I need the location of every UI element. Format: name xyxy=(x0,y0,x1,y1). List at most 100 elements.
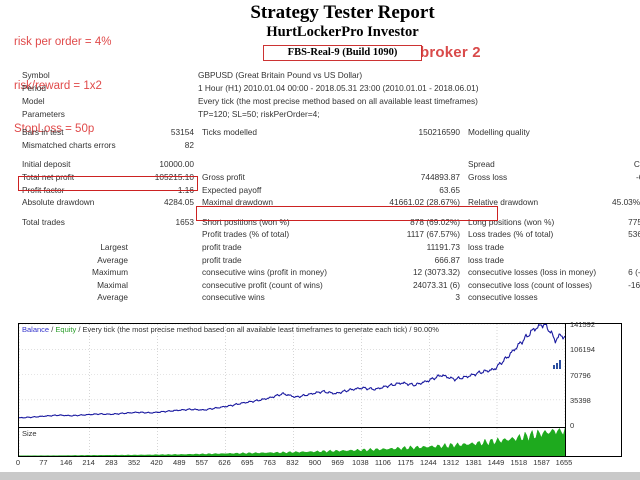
value-total-net-profit: 105215.10 xyxy=(154,172,194,183)
x-tick-label: 969 xyxy=(331,458,344,467)
table-row: Symbol GBPUSD (Great Britain Pound vs US… xyxy=(0,68,640,81)
label-max-consecutive-losses: consecutive losses (loss in money) xyxy=(468,267,597,278)
window-bottom-bar xyxy=(0,472,640,480)
value-mismatched-charts-errors: 82 xyxy=(184,139,194,150)
label-total-trades: Total trades xyxy=(22,216,65,227)
x-tick-label: 832 xyxy=(286,458,299,467)
lot-size-svg xyxy=(19,428,565,457)
chart-y-axis: 0 35398 70796 106194 141592 xyxy=(565,320,621,456)
balance-curve-svg xyxy=(19,324,565,425)
x-tick-label: 1175 xyxy=(397,458,414,467)
label-spread: Spread xyxy=(468,159,495,170)
label-maximum: Maximum xyxy=(92,267,128,278)
page-title: Strategy Tester Report xyxy=(250,2,435,23)
info-value-symbol: GBPUSD (Great Britain Pound vs US Dollar… xyxy=(198,69,363,80)
chart-gridlines xyxy=(19,324,565,425)
table-row: Absolute drawdown 4284.05 Maximal drawdo… xyxy=(0,196,640,209)
value-long-positions: 775 (65.94%) xyxy=(628,216,640,227)
value-relative-drawdown: 45.03% (9335.02) xyxy=(612,197,640,208)
label-profit-factor: Profit factor xyxy=(22,184,65,195)
label-initial-deposit: Initial deposit xyxy=(22,159,71,170)
value-ticks-modelled: 150216590 xyxy=(418,127,460,138)
table-row: Bars in test 53154 Ticks modelled 150216… xyxy=(0,126,640,139)
value-profit-factor: 1.16 xyxy=(177,184,194,195)
table-row: Initial deposit 10000.00 Spread Current … xyxy=(0,158,640,171)
label-absolute-drawdown: Absolute drawdown xyxy=(22,197,95,208)
value-average-consecutive-wins: 3 xyxy=(455,292,460,303)
annotation-line-3: StopLoss = 50p xyxy=(14,123,95,135)
legend-separator-1: / xyxy=(51,325,54,334)
value-max-consecutive-losses: 6 (-10612.37) xyxy=(628,267,640,278)
label-bars-in-test: Bars in test xyxy=(22,127,64,138)
label-modelling-quality: Modelling quality xyxy=(468,127,530,138)
label-relative-drawdown: Relative drawdown xyxy=(468,197,539,208)
label-average-loss-trade: loss trade xyxy=(468,254,504,265)
value-gross-loss: -639678.77 xyxy=(636,172,640,183)
x-tick-label: 1518 xyxy=(510,458,528,467)
table-row: Period 1 Hour (H1) 2010.01.04 00:00 - 20… xyxy=(0,81,640,94)
table-row: Average profit trade 666.87 loss trade -… xyxy=(0,253,640,266)
y-tick-label: 70796 xyxy=(570,370,591,380)
info-value-model: Every tick (the most precise method base… xyxy=(198,95,478,106)
legend-balance[interactable]: Balance xyxy=(22,325,50,334)
y-tick-label: 0 xyxy=(570,421,575,430)
x-tick-label: 1587 xyxy=(533,458,550,467)
x-tick-label: 1381 xyxy=(465,458,482,467)
value-largest-profit-trade: 11191.73 xyxy=(426,242,460,253)
label-largest: Largest xyxy=(100,242,128,253)
report-info-table: Symbol GBPUSD (Great Britain Pound vs US… xyxy=(0,68,640,120)
x-tick-label: 1655 xyxy=(555,458,573,467)
value-maximal-consecutive-loss: -16120.79 (3) xyxy=(628,279,640,290)
x-tick-label: 1244 xyxy=(420,458,437,467)
chart-legend: Balance / Equity / Every tick (the most … xyxy=(22,325,439,334)
legend-model-text: Every tick (the most precise method base… xyxy=(82,325,439,334)
label-maximal-drawdown: Maximal drawdown xyxy=(202,197,274,208)
x-tick-label: 283 xyxy=(105,458,118,467)
x-tick-label: 489 xyxy=(173,458,186,467)
value-absolute-drawdown: 4284.05 xyxy=(164,197,194,208)
label-short-positions: Short positions (won %) xyxy=(202,216,290,227)
table-row: Profit trades (% of total) 1117 (67.57%)… xyxy=(0,228,640,241)
value-spread: Current (11) xyxy=(633,159,640,170)
info-label-model: Model xyxy=(22,95,45,106)
x-tick-label: 557 xyxy=(195,458,209,467)
table-row: Profit factor 1.16 Expected payoff 63.65 xyxy=(0,183,640,196)
value-loss-trades: 536 (32.43%) xyxy=(628,229,640,240)
x-tick-label: 900 xyxy=(308,458,322,467)
balance-equity-plot xyxy=(19,324,565,425)
build-badge: FBS-Real-9 (Build 1090) xyxy=(262,45,423,61)
x-tick-label: 146 xyxy=(59,458,73,467)
label-gross-profit: Gross profit xyxy=(202,172,245,183)
label-average-consecutive-losses: consecutive losses xyxy=(468,292,538,303)
lot-size-plot: Size xyxy=(19,427,565,457)
info-label-period: Period xyxy=(22,82,46,93)
table-row: Parameters TP=120; SL=50; riskPerOrder=4… xyxy=(0,107,640,120)
info-value-period: 1 Hour (H1) 2010.01.04 00:00 - 2018.05.3… xyxy=(198,82,479,93)
label-total-net-profit: Total net profit xyxy=(22,172,75,183)
chart-x-axis: 0 77 146 214 283 352 420 489 557 626 695 763 832 900 9… xyxy=(16,458,622,472)
label-gross-loss: Gross loss xyxy=(468,172,508,183)
info-label-symbol: Symbol xyxy=(22,69,50,80)
table-row: Maximum consecutive wins (profit in mone… xyxy=(0,266,640,279)
label-ticks-modelled: Ticks modelled xyxy=(202,127,258,138)
value-total-trades: 1653 xyxy=(175,216,194,227)
x-tick-label: 1449 xyxy=(487,458,505,467)
table-row: Largest profit trade 11191.73 loss trade… xyxy=(0,241,640,254)
legend-equity[interactable]: Equity xyxy=(55,325,77,334)
label-maximal-consecutive-loss: consecutive loss (count of losses) xyxy=(468,279,593,290)
equity-chart: Balance / Equity / Every tick (the most … xyxy=(18,320,622,457)
page-subtitle: HurtLockerPro Investor xyxy=(266,24,419,40)
x-tick-label: 77 xyxy=(39,458,48,467)
label-long-positions: Long positions (won %) xyxy=(468,216,555,227)
table-row: Maximal consecutive profit (count of win… xyxy=(0,279,640,292)
x-tick-label: 1106 xyxy=(374,458,391,467)
table-row: Total trades 1653 Short positions (won %… xyxy=(0,216,640,229)
x-tick-label: 420 xyxy=(150,458,163,467)
x-tick-label: 626 xyxy=(218,458,231,467)
x-tick-label: 352 xyxy=(127,458,141,467)
label-max-consecutive-wins: consecutive wins (profit in money) xyxy=(202,267,327,278)
value-initial-deposit: 10000.00 xyxy=(159,159,194,170)
annotation-line-1: risk per order = 4% xyxy=(14,36,112,48)
label-expected-payoff: Expected payoff xyxy=(202,184,262,195)
